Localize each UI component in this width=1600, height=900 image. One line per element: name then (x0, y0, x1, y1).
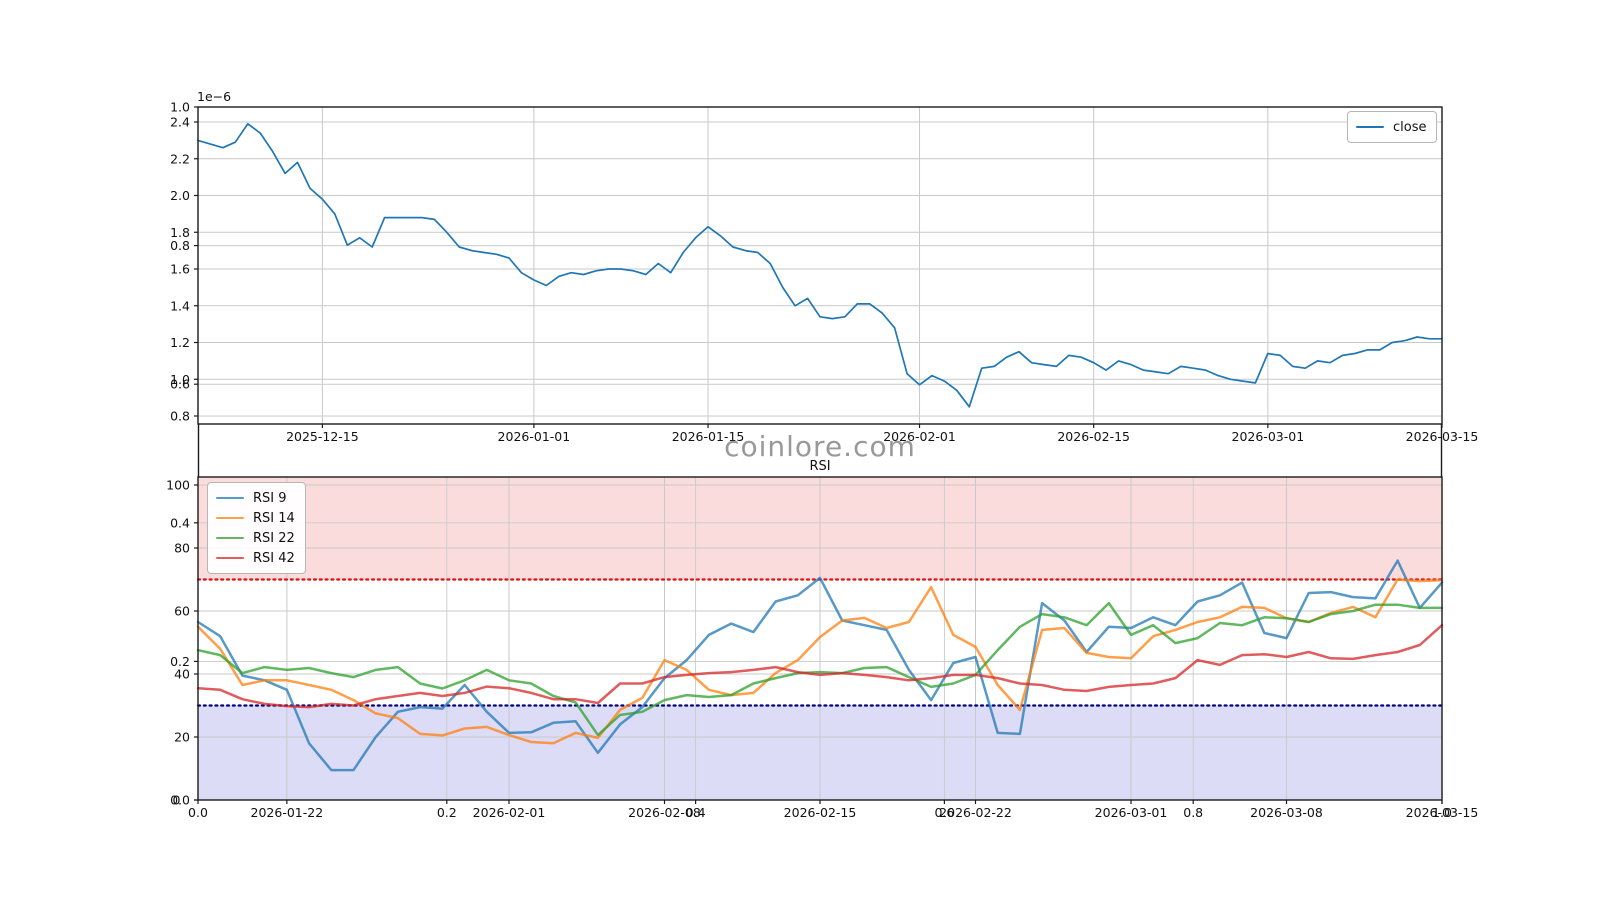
rsi22-line (196, 601, 1444, 737)
hidden-y-tick-label: 0.8 (170, 238, 190, 253)
rsi-y-tick-label: 40 (174, 667, 190, 682)
price-y-tick-label: 2.2 (170, 151, 190, 166)
rsi14-line (196, 578, 1444, 745)
legend-label-close: close (1393, 119, 1427, 135)
rsi-y-tick-label: 20 (174, 730, 190, 745)
close-line-swatch (1356, 126, 1384, 128)
price-y-tick-label: 1.6 (170, 262, 190, 277)
rsi42-line-swatch (216, 556, 244, 560)
price-legend: close (1347, 111, 1438, 143)
price-y-tick-label: 1.0 (170, 372, 190, 387)
legend-item-rsi22: RSI 22 (216, 528, 295, 548)
hidden-y-tick-label: 0.4 (170, 515, 190, 530)
legend-label-rsi22: RSI 22 (253, 530, 295, 546)
legend-item-rsi42: RSI 42 (216, 548, 295, 568)
price-x-tick-label: 2026-03-01 (1232, 429, 1305, 444)
price-x-tick-label: 2026-02-01 (883, 429, 956, 444)
hidden-x-tick-label: 0.0 (188, 805, 208, 820)
price-y-tick-label: 1.4 (170, 298, 190, 313)
rsi-x-tick-label: 2026-02-15 (784, 805, 857, 820)
rsi42-line (196, 623, 1444, 709)
price-x-tick-label: 2026-02-15 (1057, 429, 1130, 444)
hidden-x-tick-label: 0.2 (437, 805, 457, 820)
legend-label-rsi14: RSI 14 (253, 510, 295, 526)
price-y-tick-label: 1.8 (170, 225, 190, 240)
rsi22-line-swatch (216, 536, 244, 540)
rsi-x-tick-label: 2026-02-08 (628, 805, 701, 820)
price-x-tick-label: 2026-01-15 (672, 429, 745, 444)
price-y-tick-label: 2.4 (170, 115, 190, 130)
rsi-y-tick-label: 60 (174, 604, 190, 619)
hidden-y-tick-label: 0.2 (170, 654, 190, 669)
rsi-x-tick-label: 2026-01-22 (251, 805, 324, 820)
rsi-y-tick-label: 80 (174, 541, 190, 556)
legend-item-close: close (1356, 117, 1426, 137)
hidden-x-tick-label: 1.0 (1432, 805, 1452, 820)
rsi14-line-swatch (216, 516, 244, 520)
rsi-x-tick-label: 2026-03-15 (1406, 805, 1479, 820)
price-plot-border (197, 106, 1443, 425)
rsi-y-tick-label: 100 (166, 478, 190, 493)
rsi-x-tick-label: 2026-02-01 (473, 805, 546, 820)
watermark: coinlore.com (724, 430, 916, 463)
rsi-x-tick-label: 2026-03-08 (1250, 805, 1323, 820)
rsi-legend: RSI 9 RSI 14 RSI 22 RSI 42 (207, 482, 306, 574)
price-x-tick-label: 2026-03-15 (1406, 429, 1479, 444)
hidden-y-tick-label: 1.0 (170, 100, 190, 115)
rsi9-line-swatch (216, 496, 244, 500)
hidden-y-tick-label: 0.0 (170, 793, 190, 808)
rsi-x-tick-label: 2026-03-01 (1095, 805, 1168, 820)
legend-label-rsi9: RSI 9 (253, 490, 287, 506)
legend-item-rsi9: RSI 9 (216, 488, 295, 508)
legend-label-rsi42: RSI 42 (253, 550, 295, 566)
price-y-tick-label: 2.0 (170, 188, 190, 203)
legend-item-rsi14: RSI 14 (216, 508, 295, 528)
hidden-x-tick-label: 0.8 (1183, 805, 1203, 820)
hidden-x-tick-label: 0.6 (934, 805, 954, 820)
rsi9-line (196, 559, 1444, 772)
rsi-y-tick-label: 0 (173, 793, 181, 808)
price-y-tick-label: 0.8 (170, 409, 190, 424)
price-x-tick-label: 2026-01-01 (498, 429, 571, 444)
close-line (197, 122, 1443, 408)
price-x-tick-label: 2025-12-15 (286, 429, 359, 444)
price-axis-offset-label: 1e−6 (197, 89, 232, 104)
hidden-y-tick-label: 0.6 (170, 377, 190, 392)
rsi-x-tick-label: 2026-02-22 (939, 805, 1012, 820)
price-y-tick-label: 1.2 (170, 335, 190, 350)
rsi-chart-title: RSI (809, 459, 831, 474)
hidden-x-tick-label: 0.4 (686, 805, 706, 820)
